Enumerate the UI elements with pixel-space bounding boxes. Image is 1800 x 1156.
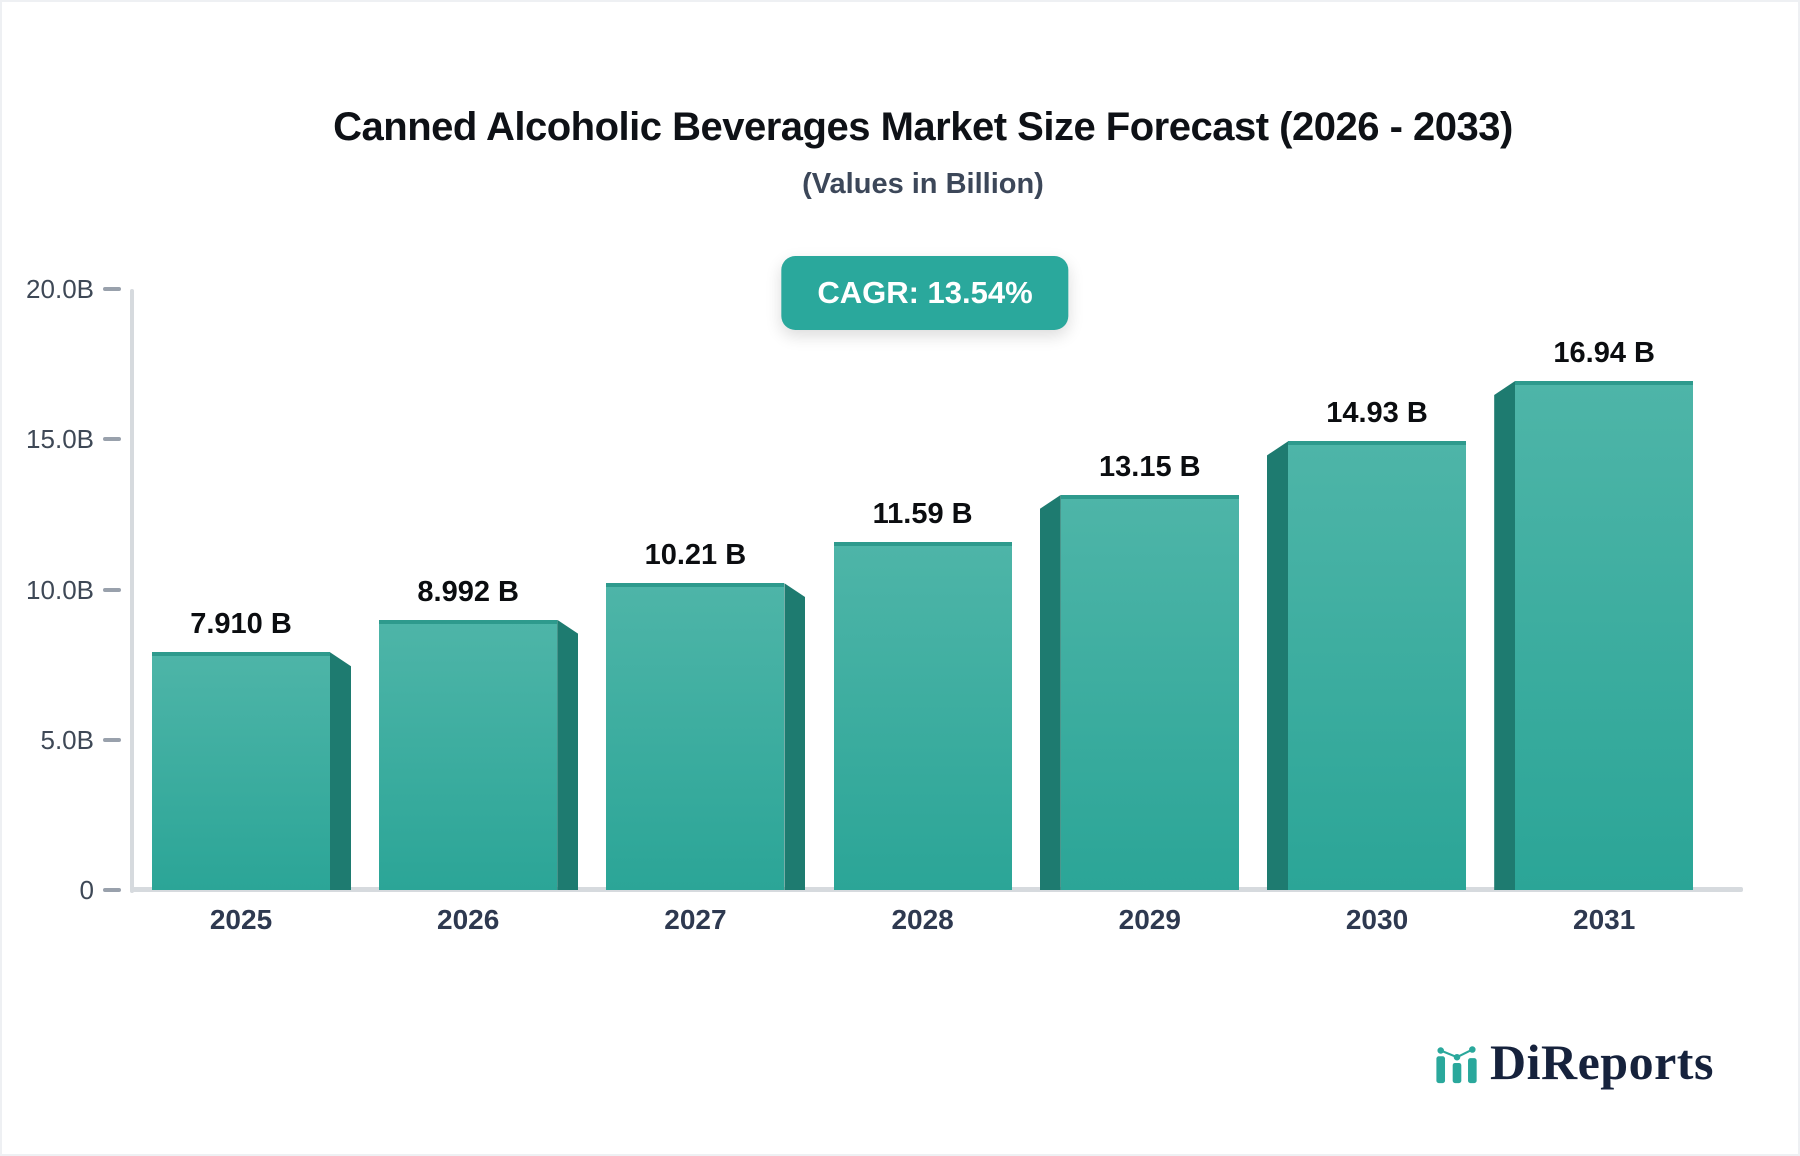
bar-value-label: 14.93 B <box>1326 397 1428 430</box>
cagr-badge: CAGR: 13.54% <box>781 256 1069 330</box>
bar <box>379 619 558 890</box>
bar-value-label: 8.992 B <box>417 575 519 608</box>
bar <box>152 652 330 890</box>
y-tick-icon <box>103 437 121 442</box>
bar-value-label: 16.94 B <box>1553 336 1655 369</box>
y-tick-label: 15.0B <box>26 424 94 455</box>
page-subtitle: (Values in Billion) <box>802 168 1044 200</box>
y-tick-icon <box>103 287 121 291</box>
y-axis-line <box>130 289 134 893</box>
bar <box>833 541 1012 890</box>
bar-side-face <box>1267 441 1288 890</box>
bar <box>606 583 785 890</box>
bar-side-face <box>1039 494 1061 890</box>
x-axis-label: 2026 <box>437 904 500 935</box>
bar-value-label: 13.15 B <box>1099 450 1201 483</box>
x-axis-label: 2029 <box>1118 904 1181 935</box>
x-axis-label: 2025 <box>209 904 273 935</box>
y-tick-label: 5.0B <box>40 724 95 755</box>
bar-top-edge <box>1288 441 1466 446</box>
bar-top-edge <box>1060 494 1239 499</box>
bar-top-edge <box>606 583 785 588</box>
x-axis-label: 2027 <box>664 904 727 935</box>
bar-side-face <box>784 583 806 890</box>
page-title: Canned Alcoholic Beverages Market Size F… <box>333 105 1513 149</box>
bar-value-label: 11.59 B <box>872 497 973 530</box>
bar <box>1288 441 1466 890</box>
y-tick-icon <box>103 587 121 592</box>
y-tick-icon <box>103 888 121 892</box>
bar-top-edge <box>833 541 1012 546</box>
bar-side-face <box>330 652 351 890</box>
bar-value-label: 7.910 B <box>190 608 292 641</box>
bar-side-face <box>557 619 579 890</box>
x-axis-label: 2031 <box>1573 904 1636 935</box>
y-tick-label: 10.0B <box>26 574 94 605</box>
bar-value-label: 10.21 B <box>644 539 747 572</box>
y-tick-label: 0 <box>79 875 94 905</box>
bar-top-edge <box>379 619 558 624</box>
logo-text: DiReports <box>1490 1034 1714 1090</box>
bar-top-edge <box>1515 380 1694 385</box>
y-tick-label: 20.0B <box>26 274 94 304</box>
bar <box>1060 494 1239 890</box>
bar-chart-logo-icon <box>1436 1046 1477 1084</box>
x-axis-label: 2030 <box>1345 904 1409 935</box>
brand-logo: DiReports <box>1434 1032 1714 1092</box>
y-tick-icon <box>103 737 121 742</box>
bar-top-edge <box>152 652 330 657</box>
bar <box>1515 380 1694 890</box>
x-axis-label: 2028 <box>891 904 954 935</box>
bar-side-face <box>1494 380 1516 890</box>
